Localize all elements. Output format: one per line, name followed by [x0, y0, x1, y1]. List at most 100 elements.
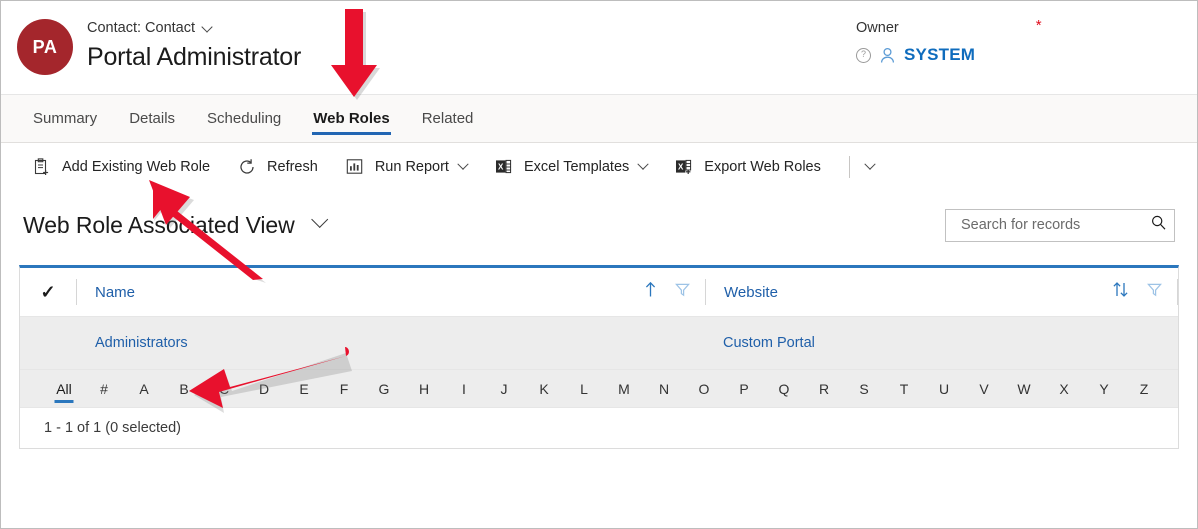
chevron-down-icon[interactable] [639, 158, 647, 176]
search-input[interactable] [959, 216, 1150, 234]
alpha-filter-v[interactable]: V [979, 380, 989, 397]
column-header-label[interactable]: Website [724, 283, 778, 301]
command-overflow-button[interactable] [854, 150, 886, 184]
alpha-filter-k[interactable]: K [539, 380, 549, 397]
alpha-filter-e[interactable]: E [299, 380, 309, 397]
record-header: PA Contact: Contact Portal Administrator… [1, 1, 1197, 95]
check-icon: ✓ [40, 282, 56, 302]
alpha-filter-b[interactable]: B [179, 380, 189, 397]
record-count-label: 1 - 1 of 1 (0 selected) [44, 420, 182, 436]
alpha-filter-r[interactable]: R [818, 380, 830, 397]
cell-website[interactable]: Custom Portal [723, 335, 815, 351]
required-indicator: * [1035, 17, 1042, 34]
column-divider [705, 279, 706, 305]
command-separator [848, 155, 850, 178]
tab-label: Details [129, 110, 176, 127]
view-bar: Web Role Associated View [1, 191, 1197, 259]
owner-label-row: Owner * [856, 17, 1042, 37]
form-tabs: Summary Details Scheduling Web Roles Rel… [1, 95, 1197, 143]
chevron-down-icon[interactable] [459, 158, 467, 176]
record-entity-label: Contact: Contact [87, 20, 195, 36]
alpha-filter-s[interactable]: S [859, 380, 869, 397]
chevron-down-icon[interactable] [313, 216, 325, 234]
grid-header-row: ✓ Name [20, 268, 1178, 317]
column-divider [1177, 279, 1178, 305]
tab-related[interactable]: Related [406, 95, 490, 142]
alpha-filter-o[interactable]: O [698, 380, 710, 397]
filter-icon[interactable] [674, 281, 691, 303]
refresh-button[interactable]: Refresh [228, 149, 327, 185]
record-meta: Contact: Contact Portal Administrator [87, 19, 301, 73]
record-subtitle-row: Contact: Contact [87, 19, 301, 37]
svg-text:X: X [498, 162, 504, 171]
alpha-filter-u[interactable]: U [938, 380, 950, 397]
alpha-filter-h[interactable]: H [418, 380, 430, 397]
tab-web-roles[interactable]: Web Roles [297, 95, 405, 142]
info-icon: ? [856, 47, 871, 63]
column-header-label[interactable]: Name [95, 283, 136, 301]
excel-export-icon: X [674, 157, 693, 176]
alpha-filter-i[interactable]: I [462, 380, 466, 397]
alpha-filter-n[interactable]: N [658, 380, 670, 397]
alpha-filter-y[interactable]: Y [1099, 380, 1109, 397]
command-label: Export Web Roles [704, 158, 821, 175]
avatar: PA [17, 19, 73, 75]
cell-name[interactable]: Administrators [95, 335, 188, 351]
alpha-filter-a[interactable]: A [139, 380, 149, 397]
alpha-filter-l[interactable]: L [580, 380, 588, 397]
alpha-filter-x[interactable]: X [1059, 380, 1069, 397]
excel-icon: X [494, 157, 513, 176]
alpha-filter-c[interactable]: C [218, 380, 230, 397]
tab-label: Summary [33, 110, 98, 127]
view-selector-label[interactable]: Web Role Associated View [23, 211, 295, 238]
table-row[interactable]: Administrators Custom Portal [20, 317, 1178, 370]
chevron-down-icon [866, 158, 874, 176]
tab-label: Related [421, 110, 474, 127]
command-label: Excel Templates [523, 158, 630, 175]
person-icon [878, 46, 897, 65]
filter-icon[interactable] [1146, 281, 1163, 303]
column-header-icons-website [1111, 280, 1163, 304]
owner-field: Owner * ? SYSTEM [856, 17, 1042, 65]
alpha-filter-z[interactable]: Z [1139, 380, 1149, 397]
alpha-filter-t[interactable]: T [899, 380, 909, 397]
column-divider [76, 279, 77, 305]
alpha-filter-m[interactable]: M [618, 380, 630, 397]
alpha-filter-j[interactable]: J [500, 380, 508, 397]
add-existing-icon [32, 157, 51, 176]
tab-summary[interactable]: Summary [17, 95, 113, 142]
results-grid: ✓ Name [19, 265, 1179, 449]
command-label: Refresh [267, 158, 318, 175]
chevron-down-icon[interactable] [202, 22, 214, 34]
alpha-filter-p[interactable]: P [739, 380, 749, 397]
add-existing-web-role-button[interactable]: Add Existing Web Role [23, 149, 219, 185]
owner-value-row[interactable]: ? SYSTEM [856, 45, 1042, 65]
owner-label: Owner [856, 20, 899, 36]
alpha-filter-all[interactable]: All [44, 371, 84, 407]
run-report-button[interactable]: Run Report [336, 149, 476, 185]
select-all-checkbox[interactable]: ✓ [20, 283, 76, 301]
tab-details[interactable]: Details [113, 95, 191, 142]
alpha-filter-q[interactable]: Q [778, 380, 790, 397]
column-header-name[interactable]: Name [77, 268, 705, 316]
sort-toggle-icon[interactable] [1111, 280, 1130, 304]
svg-text:X: X [678, 162, 684, 171]
command-bar: Add Existing Web Role Refresh Run Re [1, 143, 1197, 191]
alpha-filter-hash[interactable]: # [100, 380, 108, 397]
alpha-filter-w[interactable]: W [1017, 380, 1031, 397]
tab-label: Scheduling [207, 110, 282, 127]
owner-value[interactable]: SYSTEM [904, 45, 976, 64]
excel-templates-button[interactable]: X Excel Templates [485, 149, 656, 185]
alpha-filter-g[interactable]: G [378, 380, 390, 397]
report-icon [345, 157, 364, 176]
alpha-filter-f[interactable]: F [339, 380, 349, 397]
tab-scheduling[interactable]: Scheduling [191, 95, 297, 142]
page-title: Portal Administrator [87, 43, 302, 71]
column-header-website[interactable]: Website [706, 268, 1177, 316]
search-box[interactable] [945, 208, 1175, 242]
alpha-filter-d[interactable]: D [258, 380, 270, 397]
sort-ascending-icon[interactable] [643, 280, 658, 304]
search-icon[interactable] [1150, 214, 1167, 236]
export-web-roles-button[interactable]: X Export Web Roles [665, 149, 830, 185]
